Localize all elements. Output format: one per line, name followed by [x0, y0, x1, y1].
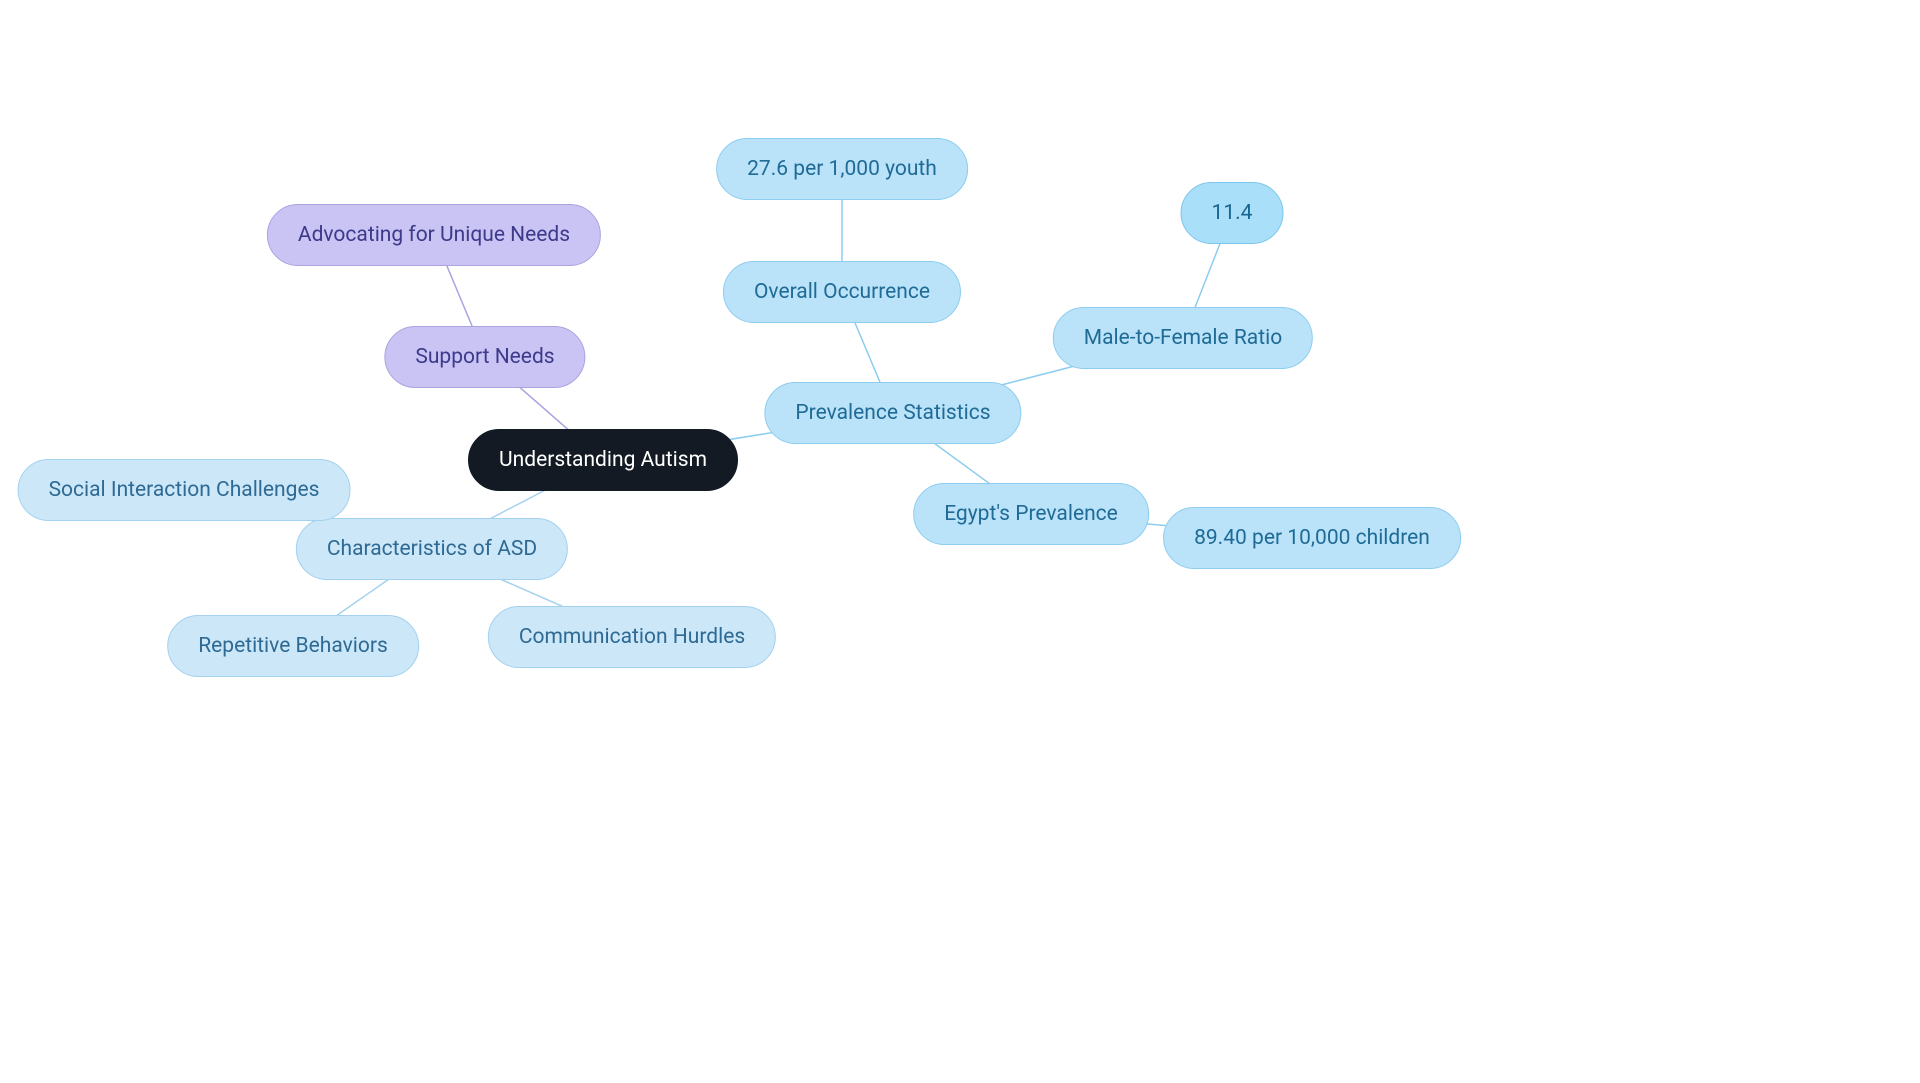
- node-label: 27.6 per 1,000 youth: [747, 157, 937, 181]
- node-repeat: Repetitive Behaviors: [167, 615, 419, 677]
- node-label: Prevalence Statistics: [795, 401, 990, 425]
- node-label: Social Interaction Challenges: [49, 478, 320, 502]
- node-label: Understanding Autism: [499, 448, 707, 472]
- node-label: Overall Occurrence: [754, 280, 930, 304]
- node-label: 11.4: [1212, 201, 1253, 225]
- node-social: Social Interaction Challenges: [18, 459, 351, 521]
- node-label: Support Needs: [415, 345, 554, 369]
- node-char: Characteristics of ASD: [296, 518, 568, 580]
- node-label: Communication Hurdles: [519, 625, 745, 649]
- node-prev: Prevalence Statistics: [764, 382, 1021, 444]
- node-label: Egypt's Prevalence: [944, 502, 1118, 526]
- node-label: Advocating for Unique Needs: [298, 223, 570, 247]
- node-advoc: Advocating for Unique Needs: [267, 204, 601, 266]
- node-label: Male-to-Female Ratio: [1084, 326, 1282, 350]
- node-root: Understanding Autism: [468, 429, 738, 491]
- node-label: Characteristics of ASD: [327, 537, 537, 561]
- node-label: 89.40 per 10,000 children: [1194, 526, 1430, 550]
- node-egyptval: 89.40 per 10,000 children: [1163, 507, 1461, 569]
- node-ratioval: 11.4: [1181, 182, 1284, 244]
- node-label: Repetitive Behaviors: [198, 634, 388, 658]
- node-support: Support Needs: [384, 326, 585, 388]
- node-ratio: Male-to-Female Ratio: [1053, 307, 1313, 369]
- node-overall: Overall Occurrence: [723, 261, 961, 323]
- node-comm: Communication Hurdles: [488, 606, 776, 668]
- node-youth: 27.6 per 1,000 youth: [716, 138, 968, 200]
- node-egypt: Egypt's Prevalence: [913, 483, 1149, 545]
